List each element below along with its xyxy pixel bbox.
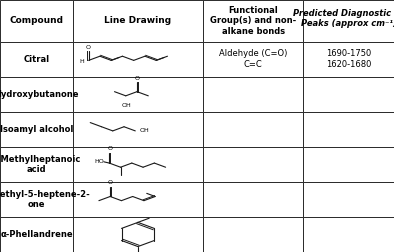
Text: HO: HO (94, 159, 104, 164)
Text: Functional
Group(s) and non-
alkane bonds: Functional Group(s) and non- alkane bond… (210, 6, 296, 36)
Bar (303, 0, 394, 42)
Bar (0, 112, 73, 147)
Bar (0, 77, 73, 112)
Bar (203, 42, 303, 77)
Text: Isoamyl alcohol: Isoamyl alcohol (0, 125, 73, 134)
Text: Hydroxybutanone: Hydroxybutanone (0, 90, 79, 99)
Bar (203, 112, 303, 147)
Bar (203, 0, 303, 42)
Bar (73, 217, 203, 252)
Bar (73, 112, 203, 147)
Bar (73, 0, 203, 42)
Bar (73, 42, 203, 77)
Text: 6-Methyl-5-heptene-2-
one: 6-Methyl-5-heptene-2- one (0, 190, 90, 209)
Text: O: O (108, 180, 113, 185)
Text: α-Phellandrene: α-Phellandrene (0, 230, 73, 239)
Bar (303, 182, 394, 217)
Text: 1690-1750
1620-1680: 1690-1750 1620-1680 (326, 49, 372, 69)
Text: Citral: Citral (23, 55, 50, 64)
Text: Predicted Diagnostic IR
Peaks (approx cm⁻¹): Predicted Diagnostic IR Peaks (approx cm… (294, 9, 394, 28)
Bar (203, 182, 303, 217)
Text: 2-Methylheptanoic
acid: 2-Methylheptanoic acid (0, 155, 81, 174)
Bar (0, 182, 73, 217)
Bar (203, 77, 303, 112)
Bar (303, 217, 394, 252)
Bar (0, 147, 73, 182)
Text: Line Drawing: Line Drawing (104, 16, 171, 25)
Bar (203, 147, 303, 182)
Text: O: O (107, 146, 112, 151)
Text: O: O (86, 45, 91, 50)
Bar (73, 77, 203, 112)
Text: Compound: Compound (9, 16, 63, 25)
Bar (303, 147, 394, 182)
Bar (303, 42, 394, 77)
Text: OH: OH (121, 103, 131, 108)
Bar (0, 42, 73, 77)
Text: O: O (135, 76, 140, 81)
Bar (303, 112, 394, 147)
Text: H: H (79, 59, 84, 64)
Bar (303, 77, 394, 112)
Bar (0, 217, 73, 252)
Bar (203, 217, 303, 252)
Bar (0, 0, 73, 42)
Bar (73, 182, 203, 217)
Bar (73, 147, 203, 182)
Text: Aldehyde (C=O)
C=C: Aldehyde (C=O) C=C (219, 49, 287, 69)
Text: OH: OH (140, 128, 150, 133)
